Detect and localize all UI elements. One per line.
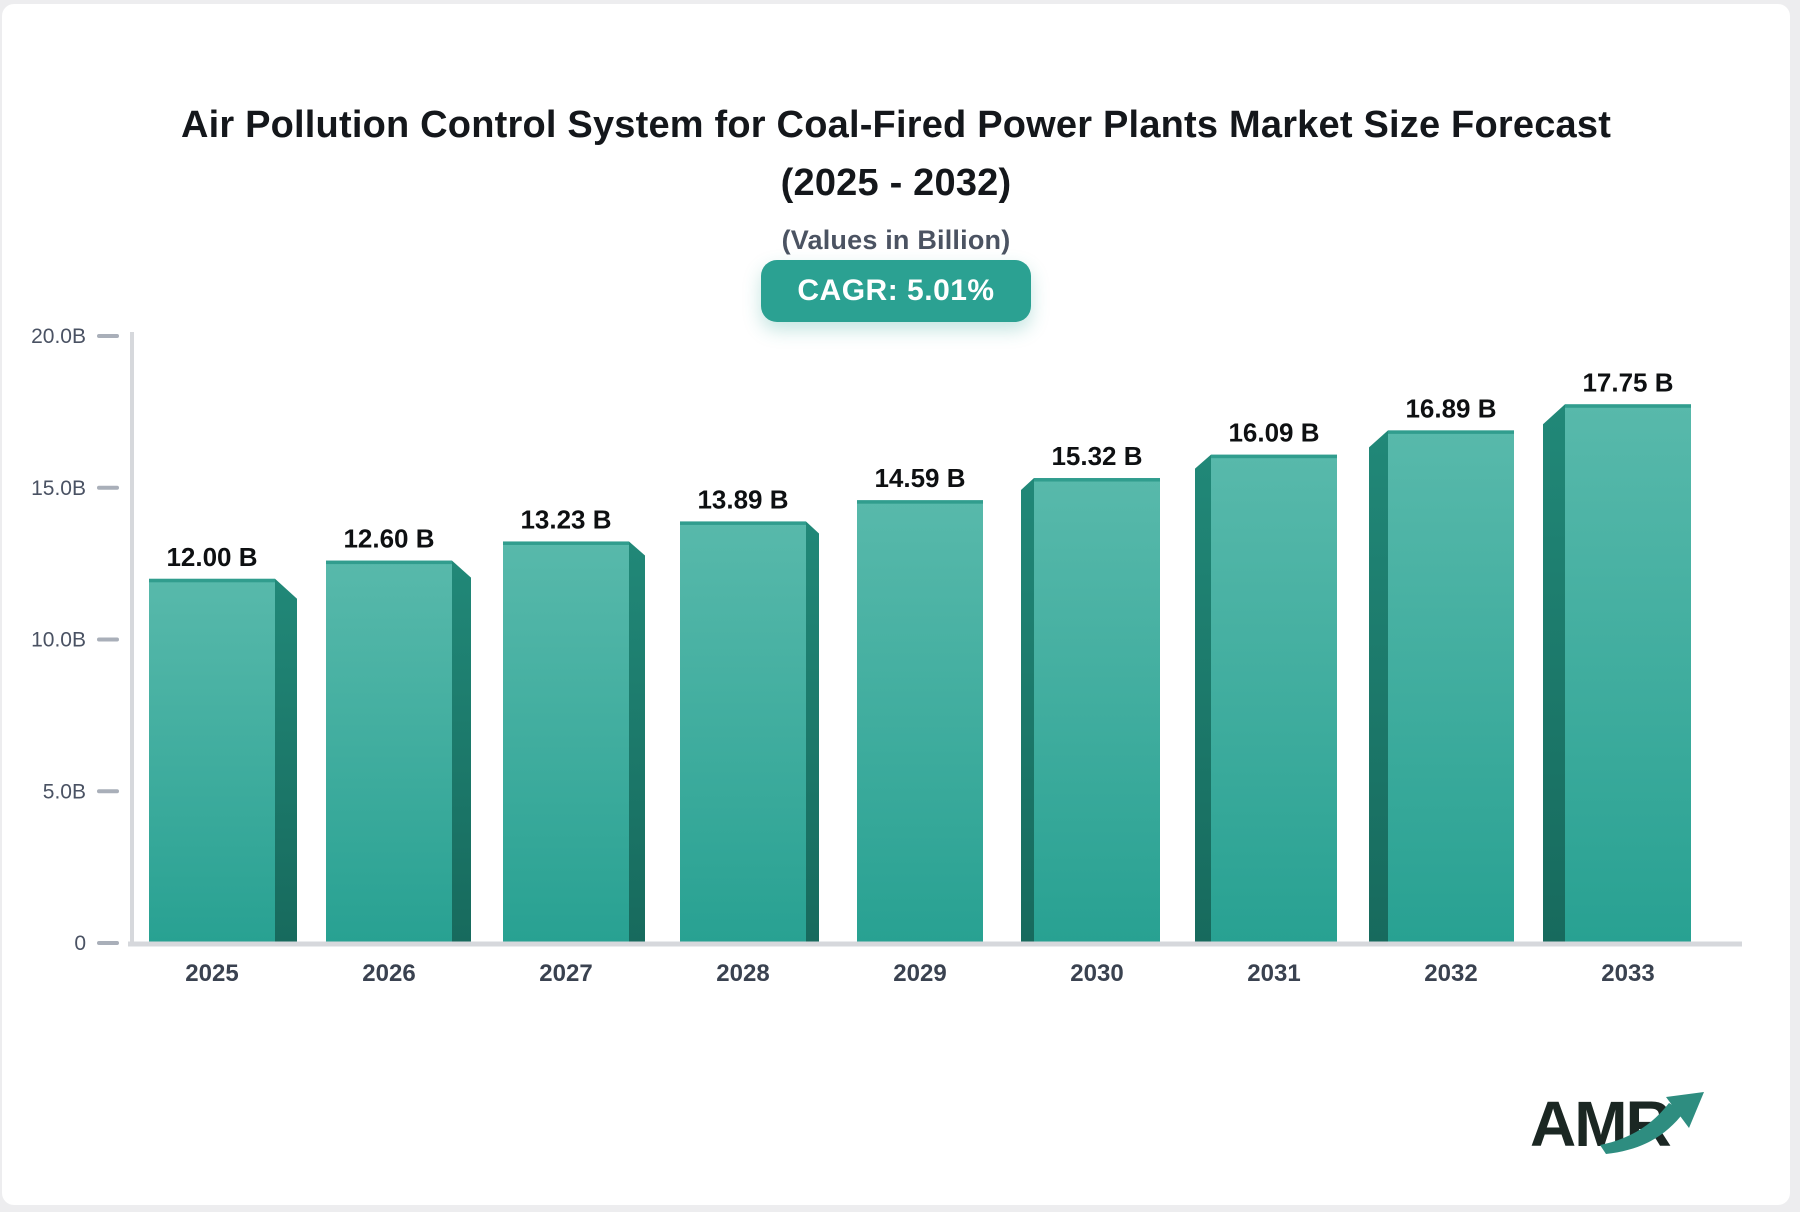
bar-value-label-2032: 16.89 B	[1405, 393, 1496, 423]
bar-2030	[1034, 478, 1160, 943]
x-axis-label-2029: 2029	[893, 960, 946, 987]
bar-value-label-2025: 12.00 B	[166, 542, 257, 572]
bar-top-edge-2033	[1565, 404, 1691, 408]
x-axis-label-2028: 2028	[716, 960, 769, 987]
bar-2029	[857, 500, 983, 943]
y-tick-label-20.0B: 20.0B	[31, 325, 86, 348]
bar-value-label-2033: 17.75 B	[1582, 367, 1673, 397]
chart-title-line2: (2025 - 2032)	[780, 162, 1012, 204]
x-axis-label-2025: 2025	[185, 960, 238, 987]
bar-top-edge-2026	[326, 560, 452, 565]
plot-area: 0 5.0B 10.0B 15.0B 20.0B 12.00 B 12.60 B 13.23 …	[31, 325, 1742, 987]
bar-2025	[149, 578, 275, 943]
logo-arrow-swoosh-icon	[1600, 1103, 1684, 1154]
x-axis-label-2031: 2031	[1247, 960, 1300, 987]
y-tick-label-0: 0	[74, 932, 86, 955]
bar-value-label-2031: 16.09 B	[1228, 418, 1319, 448]
cagr-badge-row: CAGR: 5.01%	[2, 260, 1790, 322]
x-axis-label-2032: 2032	[1424, 960, 1477, 987]
x-axis-label-2030: 2030	[1070, 960, 1123, 987]
y-tick-label-10.0B: 10.0B	[31, 629, 86, 652]
bar-side-2030	[1021, 478, 1034, 943]
bar-2027	[503, 541, 629, 943]
chart-title-line1: Air Pollution Control System for Coal-Fi…	[180, 104, 1612, 146]
bar-side-2028	[806, 521, 819, 943]
x-axis-label-2033: 2033	[1601, 960, 1654, 987]
cagr-badge: CAGR: 5.01%	[761, 260, 1031, 322]
bar-side-2033	[1543, 404, 1565, 944]
bar-side-2032	[1369, 430, 1388, 943]
bar-side-2031	[1195, 454, 1211, 943]
bar-top-edge-2031	[1211, 454, 1337, 459]
y-tick-label-15.0B: 15.0B	[31, 477, 86, 500]
bar-top-edge-2027	[503, 541, 629, 545]
logo-arrow-head-icon	[1666, 1092, 1704, 1128]
bar-value-label-2028: 13.89 B	[697, 484, 788, 514]
bar-value-label-2026: 12.60 B	[343, 524, 434, 554]
bar-2026	[326, 560, 452, 943]
bar-top-edge-2025	[149, 578, 275, 583]
y-tick-label-5.0B: 5.0B	[43, 780, 86, 803]
bar-value-label-2030: 15.32 B	[1051, 441, 1142, 471]
bar-side-2025	[275, 578, 297, 943]
x-axis-label-2027: 2027	[539, 960, 592, 987]
x-axis-label-2026: 2026	[362, 960, 415, 987]
bar-side-2026	[452, 560, 471, 943]
chart-subtitle: (Values in Billion)	[781, 225, 1011, 255]
bar-2032	[1388, 430, 1514, 943]
bar-2031	[1211, 454, 1337, 943]
bar-top-edge-2029	[857, 500, 983, 504]
bar-value-label-2029: 14.59 B	[874, 463, 965, 493]
bar-2033	[1565, 404, 1691, 944]
bar-side-2027	[629, 541, 645, 943]
bar-top-edge-2028	[680, 521, 806, 525]
chart-card: Air Pollution Control System for Coal-Fi…	[2, 4, 1790, 1205]
bar-top-edge-2032	[1388, 430, 1514, 434]
amr-logo: AMR	[1530, 1088, 1704, 1160]
bar-value-label-2027: 13.23 B	[520, 504, 611, 534]
bar-top-edge-2030	[1034, 478, 1160, 482]
bar-2028	[680, 521, 806, 943]
